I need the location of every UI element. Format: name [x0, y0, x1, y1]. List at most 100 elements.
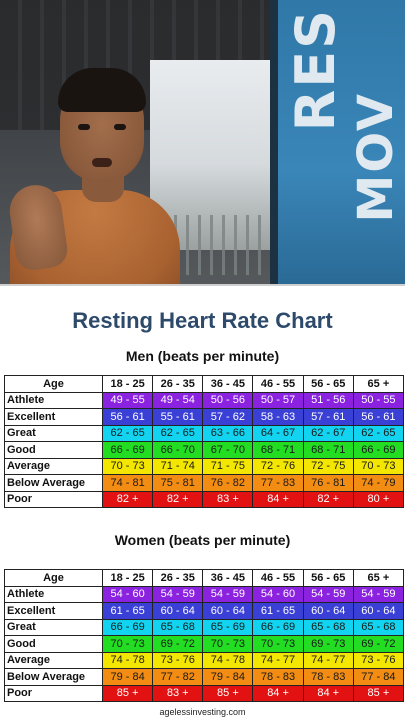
- table-row: Average 74 - 78 73 - 76 74 - 78 74 - 77 74 - …: [4, 651, 405, 669]
- heart-rate-cell: 49 - 54: [152, 391, 204, 409]
- heart-rate-cell: 61 - 65: [101, 602, 154, 620]
- heart-rate-cell: 58 - 63: [252, 408, 304, 426]
- heart-rate-cell: 74 - 77: [252, 651, 304, 669]
- heart-rate-cell: 60 - 64: [202, 602, 254, 620]
- heart-rate-cell: 66 - 69: [352, 441, 405, 459]
- heart-rate-cell: 66 - 69: [101, 441, 154, 459]
- heart-rate-cell: 77 - 82: [152, 668, 204, 686]
- heart-rate-cell: 83 +: [152, 684, 204, 702]
- banner-text-line1: RES: [284, 8, 347, 132]
- heart-rate-cell: 70 - 73: [101, 457, 154, 475]
- heart-rate-cell: 74 - 77: [302, 651, 354, 669]
- heart-rate-cell: 79 - 84: [101, 668, 154, 686]
- age-group-header: 56 - 65: [302, 375, 354, 393]
- heart-rate-cell: 85 +: [352, 684, 405, 702]
- heart-rate-cell: 68 - 71: [302, 441, 354, 459]
- heart-rate-cell: 49 - 55: [101, 391, 154, 409]
- table-row: Good 66 - 69 66 - 70 67 - 70 68 - 71 68 - 71 6…: [4, 441, 405, 459]
- fitness-level-label: Excellent: [4, 602, 103, 620]
- table-row: Below Average 74 - 81 75 - 81 76 - 82 77 - 8…: [4, 474, 405, 492]
- age-group-header: 36 - 45: [202, 569, 254, 587]
- fitness-level-label: Poor: [4, 490, 103, 508]
- heart-rate-cell: 85 +: [101, 684, 154, 702]
- fitness-level-label: Athlete: [4, 585, 103, 603]
- presenter-hair: [58, 68, 146, 112]
- heart-rate-cell: 68 - 71: [252, 441, 304, 459]
- heart-rate-cell: 55 - 61: [152, 408, 204, 426]
- heart-rate-cell: 54 - 59: [152, 585, 204, 603]
- heart-rate-cell: 65 - 68: [352, 618, 405, 636]
- table-row: Athlete 54 - 60 54 - 59 54 - 59 54 - 60 54 - …: [4, 585, 405, 603]
- heart-rate-cell: 62 - 65: [152, 424, 204, 442]
- fitness-level-label: Excellent: [4, 408, 103, 426]
- men-subtitle: Men (beats per minute): [125, 348, 280, 364]
- heart-rate-cell: 65 - 68: [152, 618, 204, 636]
- table-row: Great 62 - 65 62 - 65 63 - 66 64 - 67 62 - 67…: [4, 424, 405, 442]
- heart-rate-cell: 80 +: [352, 490, 405, 508]
- fitness-level-label: Athlete: [4, 391, 103, 409]
- heart-rate-cell: 73 - 76: [352, 651, 405, 669]
- heart-rate-cell: 84 +: [252, 684, 304, 702]
- heart-rate-cell: 65 - 69: [202, 618, 254, 636]
- heart-rate-cell: 78 - 83: [302, 668, 354, 686]
- heart-rate-cell: 69 - 72: [152, 635, 204, 653]
- heart-rate-cell: 72 - 75: [302, 457, 354, 475]
- table-row: Average 70 - 73 71 - 74 71 - 75 72 - 76 72 - …: [4, 457, 405, 475]
- heart-rate-cell: 66 - 69: [101, 618, 154, 636]
- women-heart-rate-table: Age 18 - 25 26 - 35 36 - 45 46 - 55 56 - 65 65…: [4, 569, 405, 702]
- heart-rate-cell: 83 +: [202, 490, 254, 508]
- heart-rate-cell: 64 - 67: [252, 424, 304, 442]
- age-group-header: 65 +: [352, 375, 405, 393]
- age-header: Age: [4, 375, 103, 393]
- presenter-eye-left: [78, 124, 90, 130]
- presenter-mouth: [92, 158, 112, 167]
- heart-rate-cell: 54 - 59: [202, 585, 254, 603]
- heart-rate-cell: 51 - 56: [302, 391, 354, 409]
- heart-rate-cell: 74 - 78: [202, 651, 254, 669]
- heart-rate-cell: 67 - 70: [202, 441, 254, 459]
- heart-rate-cell: 63 - 66: [202, 424, 254, 442]
- women-header-row: Age 18 - 25 26 - 35 36 - 45 46 - 55 56 - 65 65…: [4, 569, 405, 587]
- heart-rate-cell: 71 - 74: [152, 457, 204, 475]
- men-header-row: Age 18 - 25 26 - 35 36 - 45 46 - 55 56 - 65 65…: [4, 375, 405, 393]
- video-frame: RES MOV: [0, 0, 405, 284]
- heart-rate-cell: 70 - 73: [252, 635, 304, 653]
- heart-rate-cell: 62 - 65: [101, 424, 154, 442]
- heart-rate-cell: 73 - 76: [152, 651, 204, 669]
- heart-rate-cell: 75 - 81: [152, 474, 204, 492]
- heart-rate-cell: 74 - 81: [101, 474, 154, 492]
- heart-rate-cell: 50 - 55: [352, 391, 405, 409]
- heart-rate-cell: 84 +: [252, 490, 304, 508]
- table-row: Poor 85 +83 +85 +84 +84 +85 +: [4, 684, 405, 702]
- presenter-eye-right: [114, 124, 126, 130]
- heart-rate-cell: 70 - 73: [202, 635, 254, 653]
- age-group-header: 26 - 35: [152, 375, 204, 393]
- age-group-header: 36 - 45: [202, 375, 254, 393]
- age-group-header: 56 - 65: [302, 569, 354, 587]
- heart-rate-cell: 76 - 82: [202, 474, 254, 492]
- table-row: Poor 82 +82 +83 +84 +82 +80 +: [4, 490, 405, 508]
- heart-rate-cell: 61 - 65: [252, 602, 304, 620]
- heart-rate-cell: 62 - 65: [352, 424, 405, 442]
- table-row: Below Average 79 - 84 77 - 82 79 - 84 78 - 8…: [4, 668, 405, 686]
- fitness-level-label: Average: [4, 457, 103, 475]
- fitness-level-label: Average: [4, 651, 103, 669]
- heart-rate-chart-card: Resting Heart Rate Chart Men (beats per …: [0, 284, 405, 720]
- heart-rate-cell: 74 - 79: [352, 474, 405, 492]
- heart-rate-cell: 70 - 73: [352, 457, 405, 475]
- heart-rate-cell: 57 - 62: [202, 408, 254, 426]
- heart-rate-cell: 69 - 72: [352, 635, 405, 653]
- heart-rate-cell: 76 - 81: [302, 474, 354, 492]
- fitness-level-label: Good: [4, 441, 103, 459]
- fitness-level-label: Below Average: [4, 668, 103, 686]
- heart-rate-cell: 71 - 75: [202, 457, 254, 475]
- heart-rate-cell: 69 - 73: [302, 635, 354, 653]
- heart-rate-cell: 54 - 59: [352, 585, 405, 603]
- heart-rate-cell: 60 - 64: [352, 602, 405, 620]
- heart-rate-cell: 56 - 61: [352, 408, 405, 426]
- heart-rate-cell: 62 - 67: [302, 424, 354, 442]
- heart-rate-cell: 74 - 78: [101, 651, 154, 669]
- heart-rate-cell: 82 +: [101, 490, 154, 508]
- heart-rate-cell: 82 +: [302, 490, 354, 508]
- fitness-level-label: Below Average: [4, 474, 103, 492]
